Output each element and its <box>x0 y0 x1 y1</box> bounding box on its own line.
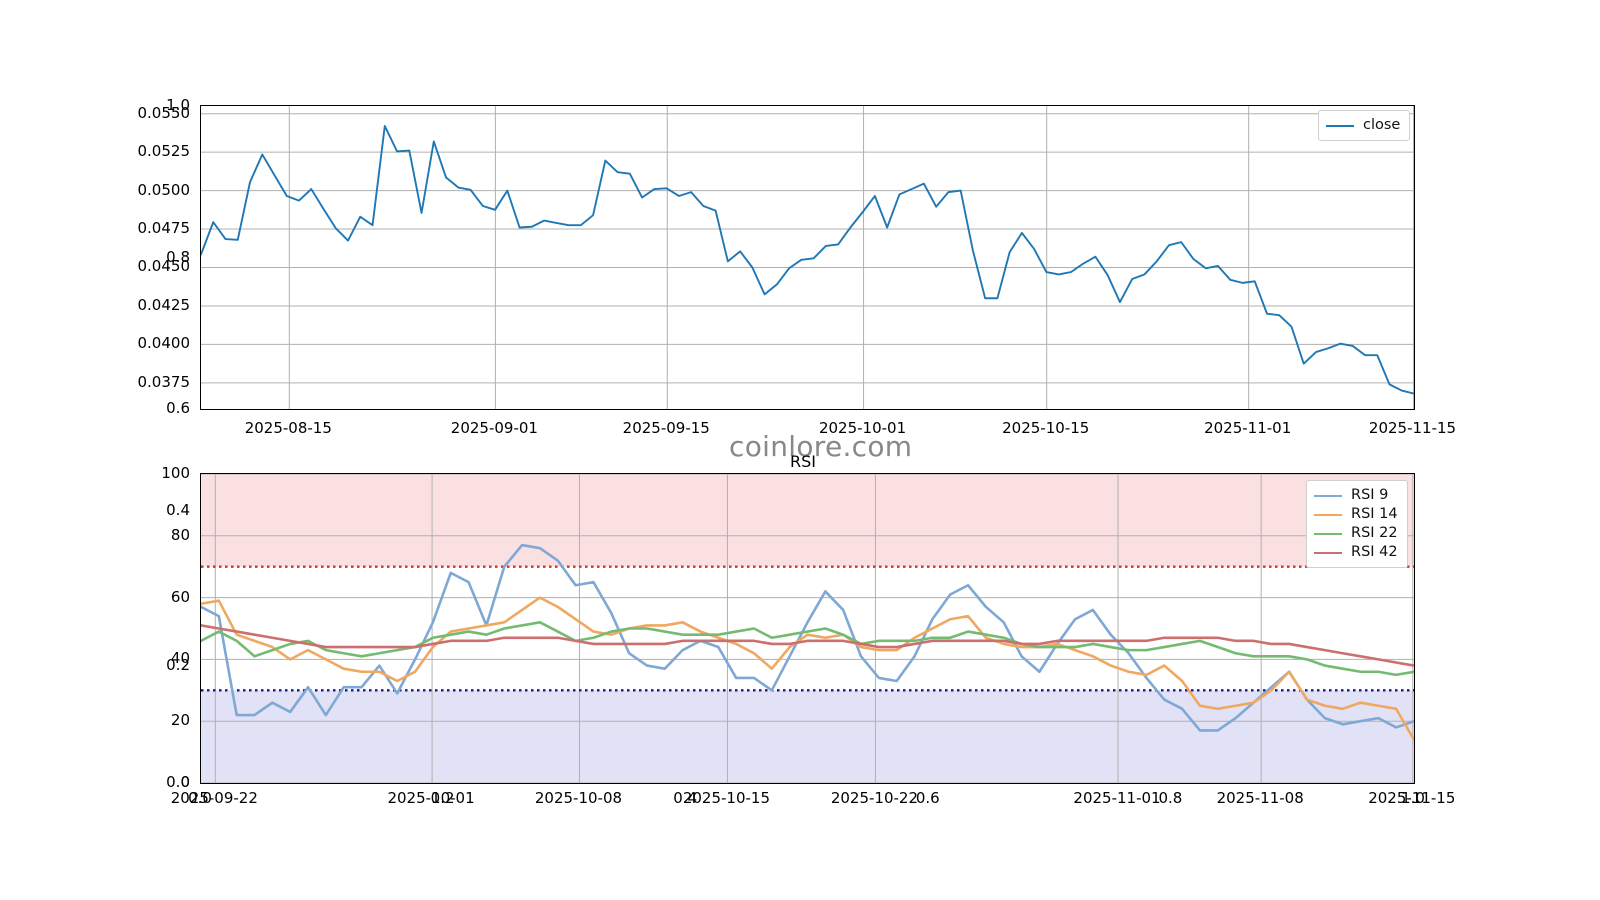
price-y-tick-label: 0.0375 <box>137 372 191 391</box>
rsi-x-tick-label: 2025-10-08 <box>534 789 623 807</box>
legend-swatch-icon <box>1314 494 1342 497</box>
rsi-x-tick-label: 2025-10-01 <box>387 789 475 807</box>
rsi-y-tick-label: 0 <box>180 773 190 791</box>
price-legend: close <box>1318 110 1411 141</box>
legend-swatch-icon <box>1314 513 1342 516</box>
legend-label: RSI 14 <box>1351 506 1398 522</box>
rsi-x-tick-label-secondary: 0.4 <box>673 789 698 807</box>
legend-label: RSI 22 <box>1351 525 1398 541</box>
price-x-tick-label: 2025-11-15 <box>1368 419 1457 437</box>
price-plot-area <box>200 105 1415 410</box>
rsi-x-tick-label-secondary: 0.0 <box>188 789 212 807</box>
rsi-y-tick-label: 40 <box>170 649 190 668</box>
rsi-x-tick-label-secondary: 0.2 <box>430 789 455 807</box>
price-y-tick-label: 0.0475 <box>137 219 191 238</box>
rsi-y-tick-label-secondary: 0.2 <box>166 655 190 674</box>
rsi-y-tick-label: 80 <box>170 525 190 544</box>
rsi-line-chart <box>201 474 1414 783</box>
legend-item[interactable]: RSI 14 <box>1314 505 1398 524</box>
watermark: coinlore.com <box>729 430 913 463</box>
rsi-x-tick-label: 2025-11-08 <box>1216 789 1304 807</box>
price-x-tick-label: 2025-10-15 <box>1002 419 1090 437</box>
legend-label: RSI 42 <box>1351 544 1398 560</box>
price-x-tick-label: 2025-09-15 <box>622 419 710 437</box>
price-y-tick-label: 0.0400 <box>137 334 191 353</box>
rsi-y-tick-label-secondary: 0.0 <box>166 773 190 791</box>
rsi-x-tick-label-secondary: 1.0 <box>1401 789 1425 807</box>
rsi-x-tick-label-secondary: 0.8 <box>1158 789 1183 807</box>
legend-item[interactable]: RSI 22 <box>1314 524 1398 543</box>
legend-item[interactable]: RSI 42 <box>1314 543 1398 562</box>
rsi-x-tick-label: 2025-10-22 <box>830 789 919 807</box>
rsi-y-tick-label: 60 <box>170 587 190 606</box>
rsi-legend: RSI 9 RSI 14 RSI 22 RSI 42 <box>1306 480 1408 568</box>
rsi-x-tick-label: 2025-10-15 <box>682 789 771 807</box>
price-y-tick-label: 0.0525 <box>137 142 191 161</box>
price-y-tick-label: 0.0500 <box>137 180 191 199</box>
rsi-x-tick-label: 2025-09-22 <box>170 789 258 807</box>
rsi-x-tick-label: 2025-11-15 <box>1368 789 1456 807</box>
rsi-x-tick-label: 2025-11-01 <box>1073 789 1161 807</box>
legend-label: close <box>1363 117 1401 133</box>
legend-swatch-icon <box>1326 124 1354 127</box>
price-y-tick-label-secondary: 1.0 <box>166 96 190 114</box>
price-line-chart <box>201 106 1414 409</box>
price-x-tick-label: 2025-11-01 <box>1204 419 1292 437</box>
price-y-tick-label: 0.0425 <box>137 295 191 314</box>
rsi-x-tick-label-secondary: 0.6 <box>915 789 940 807</box>
price-y-tick-label: 0.0450 <box>137 257 191 276</box>
legend-item[interactable]: RSI 9 <box>1314 486 1398 505</box>
legend-swatch-icon <box>1314 551 1342 554</box>
price-y-tick-label-secondary: 0.8 <box>166 247 190 266</box>
rsi-y-tick-label: 20 <box>170 711 190 730</box>
price-y-tick-label: 0.0550 <box>137 103 191 122</box>
legend-swatch-icon <box>1314 532 1342 535</box>
rsi-chart-title: RSI <box>790 452 816 471</box>
price-y-tick-label-secondary: 0.6 <box>166 399 190 417</box>
price-x-tick-label: 2025-10-01 <box>818 419 907 437</box>
legend-label: RSI 9 <box>1351 487 1389 503</box>
legend-item[interactable]: close <box>1326 116 1400 135</box>
price-x-tick-label: 2025-09-01 <box>450 419 538 437</box>
rsi-y-tick-label: 100 <box>161 464 190 482</box>
rsi-plot-area <box>200 473 1415 784</box>
price-x-tick-label: 2025-08-15 <box>244 419 332 437</box>
rsi-y-tick-label-secondary: 0.4 <box>166 501 190 520</box>
